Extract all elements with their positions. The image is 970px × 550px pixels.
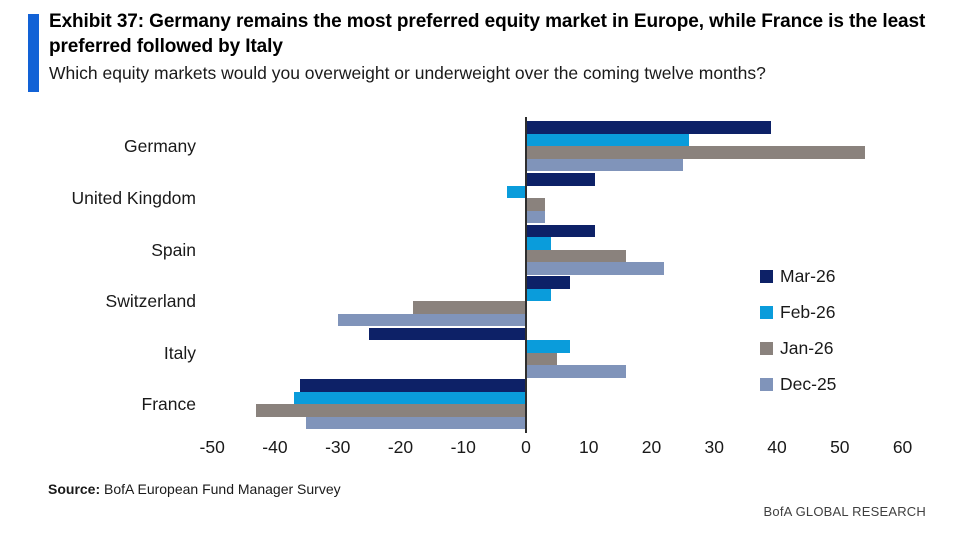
- legend-swatch-jan-26: [760, 342, 773, 355]
- category-label-germany: Germany: [124, 136, 196, 156]
- bar-germany-feb-26: [526, 133, 690, 146]
- header: Exhibit 37: Germany remains the most pre…: [49, 10, 951, 84]
- chart-subtitle: Which equity markets would you overweigh…: [49, 63, 766, 84]
- bar-france-mar-26: [300, 379, 526, 392]
- bar-italy-mar-26: [369, 327, 526, 340]
- bar-united-kingdom-jan-26: [526, 198, 545, 211]
- bar-germany-jan-26: [526, 146, 865, 159]
- x-tick-50: 50: [830, 437, 850, 457]
- bar-switzerland-dec-25: [337, 313, 526, 326]
- legend-swatch-dec-25: [760, 378, 773, 391]
- category-label-switzerland: Switzerland: [105, 291, 196, 311]
- bar-italy-feb-26: [526, 340, 570, 353]
- bar-france-jan-26: [256, 404, 526, 417]
- bar-italy-jan-26: [526, 352, 558, 365]
- x-tick--50: -50: [199, 437, 225, 457]
- source-text: BofA European Fund Manager Survey: [100, 481, 341, 497]
- source-note: Source: BofA European Fund Manager Surve…: [48, 481, 341, 497]
- bar-spain-jan-26: [526, 249, 627, 262]
- legend-label-dec-25: Dec-25: [780, 374, 837, 394]
- x-tick-0: 0: [521, 437, 531, 457]
- legend-item-mar-26: Mar-26: [760, 266, 835, 287]
- legend-label-feb-26: Feb-26: [780, 302, 836, 322]
- x-tick--10: -10: [450, 437, 476, 457]
- bar-spain-mar-26: [526, 224, 596, 237]
- legend-swatch-mar-26: [760, 270, 773, 283]
- bar-italy-dec-25: [526, 365, 627, 378]
- zero-axis-line: [525, 117, 527, 433]
- bar-france-feb-26: [293, 391, 526, 404]
- bar-spain-dec-25: [526, 262, 665, 275]
- bar-spain-feb-26: [526, 237, 552, 250]
- legend-item-dec-25: Dec-25: [760, 374, 836, 395]
- category-label-italy: Italy: [163, 342, 196, 363]
- bar-united-kingdom-feb-26: [507, 185, 526, 198]
- x-tick-60: 60: [892, 437, 913, 457]
- bar-united-kingdom-dec-25: [526, 210, 545, 223]
- category-label-france: France: [141, 394, 196, 414]
- source-label: Source:: [48, 481, 101, 497]
- x-tick-10: 10: [579, 437, 599, 457]
- bar-united-kingdom-mar-26: [526, 173, 596, 186]
- x-tick--20: -20: [387, 437, 414, 457]
- title-accent-bar: [28, 14, 39, 92]
- exhibit-title: Exhibit 37: Germany remains the most pre…: [49, 11, 926, 57]
- legend-label-jan-26: Jan-26: [780, 338, 834, 358]
- x-tick--30: -30: [325, 437, 351, 457]
- legend-item-jan-26: Jan-26: [760, 338, 834, 359]
- x-tick--40: -40: [262, 437, 288, 457]
- bar-switzerland-mar-26: [526, 276, 570, 289]
- bar-germany-mar-26: [526, 121, 771, 134]
- legend-swatch-feb-26: [760, 306, 773, 319]
- category-label-spain: Spain: [151, 239, 196, 260]
- bar-france-dec-25: [306, 416, 526, 429]
- legend-label-mar-26: Mar-26: [780, 266, 836, 286]
- category-label-united-kingdom: United Kingdom: [71, 188, 196, 208]
- legend-item-feb-26: Feb-26: [760, 302, 835, 323]
- bar-switzerland-jan-26: [413, 301, 526, 314]
- x-tick-30: 30: [704, 437, 724, 457]
- bar-germany-dec-25: [526, 158, 683, 171]
- x-tick-40: 40: [767, 437, 787, 457]
- brand-mark: BofA GLOBAL RESEARCH: [763, 504, 926, 519]
- x-tick-20: 20: [641, 437, 662, 457]
- bar-switzerland-feb-26: [526, 288, 552, 301]
